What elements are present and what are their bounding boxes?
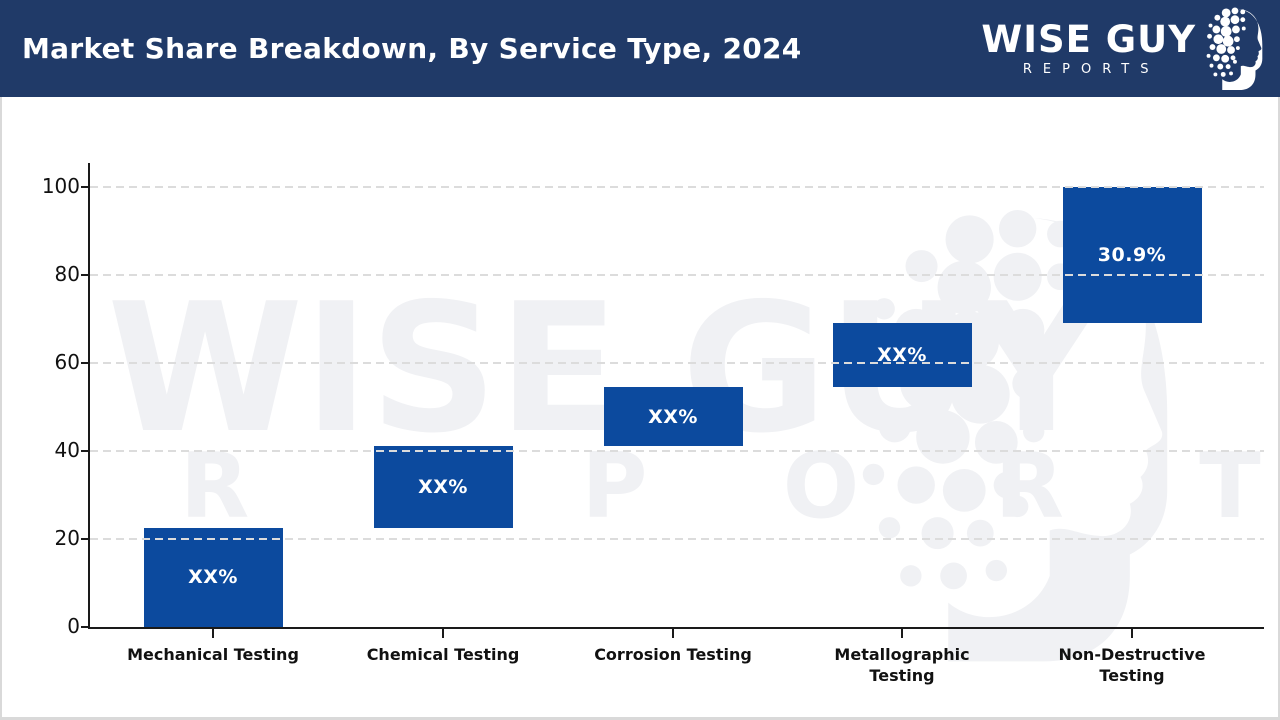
y-tick-mark <box>81 274 88 276</box>
x-category-label-line: Non-Destructive <box>1058 645 1206 664</box>
x-category-label: Corrosion Testing <box>553 644 793 665</box>
y-tick-label: 80 <box>54 262 80 286</box>
bar-value-label: XX% <box>648 405 698 428</box>
x-category-label-line: Mechanical Testing <box>127 645 299 664</box>
bar-value-label: 30.9% <box>1097 243 1167 266</box>
gridline-y60 <box>90 362 1264 364</box>
logo-text: WISE GUY REPORTS <box>981 21 1196 77</box>
x-category-label: Chemical Testing <box>323 644 563 665</box>
x-axis-spine <box>88 627 1264 629</box>
y-tick-label: 40 <box>54 438 80 462</box>
logo-subtext: REPORTS <box>1022 61 1160 77</box>
header-bar: Market Share Breakdown, By Service Type,… <box>0 0 1280 97</box>
y-tick-label: 100 <box>41 174 80 198</box>
x-category-label: Mechanical Testing <box>93 644 333 665</box>
x-tick-mark <box>672 629 674 638</box>
y-tick-mark <box>81 186 88 188</box>
gridline-y100 <box>90 186 1264 188</box>
bar-segment: XX% <box>143 527 283 627</box>
watermark-subtext: R E P O R T S <box>180 434 1278 539</box>
bar-value-label: XX% <box>877 344 927 367</box>
head-profile-dots-icon <box>1206 6 1263 90</box>
x-category-label-line: Metallographic <box>834 645 970 664</box>
y-tick-mark <box>81 362 88 364</box>
y-tick-label: 20 <box>54 526 80 550</box>
x-tick-mark <box>1131 629 1133 638</box>
x-category-label: Non-Destructive Testing <box>1012 644 1252 686</box>
wiseguy-logo: WISE GUY REPORTS <box>981 6 1264 92</box>
bar-segment: 30.9% <box>1062 187 1202 323</box>
y-tick-mark <box>81 626 88 628</box>
y-tick-label: 60 <box>54 350 80 374</box>
y-tick-label: 0 <box>67 614 80 638</box>
logo-wordmark: WISE GUY <box>981 17 1196 61</box>
x-category-label-line: Corrosion Testing <box>594 645 752 664</box>
x-category-label-line: Testing <box>1099 666 1165 685</box>
gridline-y80 <box>90 274 1264 276</box>
bar-segment: XX% <box>832 322 972 388</box>
y-tick-mark <box>81 450 88 452</box>
gridline-y20 <box>90 538 1264 540</box>
bar-value-label: XX% <box>418 475 468 498</box>
bar-segment: XX% <box>373 446 513 528</box>
chart-area: WISE GUY R E P O R T S XX%XX%XX%XX%30.9%… <box>0 97 1280 720</box>
x-tick-mark <box>212 629 214 638</box>
x-tick-mark <box>901 629 903 638</box>
y-axis-spine <box>88 163 90 629</box>
bar-segment: XX% <box>603 387 743 447</box>
x-category-label: Metallographic Testing <box>782 644 1022 686</box>
page-title: Market Share Breakdown, By Service Type,… <box>22 32 802 65</box>
y-tick-mark <box>81 538 88 540</box>
x-tick-mark <box>442 629 444 638</box>
gridline-y40 <box>90 450 1264 452</box>
x-category-label-line: Testing <box>869 666 935 685</box>
bar-value-label: XX% <box>188 566 238 589</box>
x-category-label-line: Chemical Testing <box>366 645 520 664</box>
